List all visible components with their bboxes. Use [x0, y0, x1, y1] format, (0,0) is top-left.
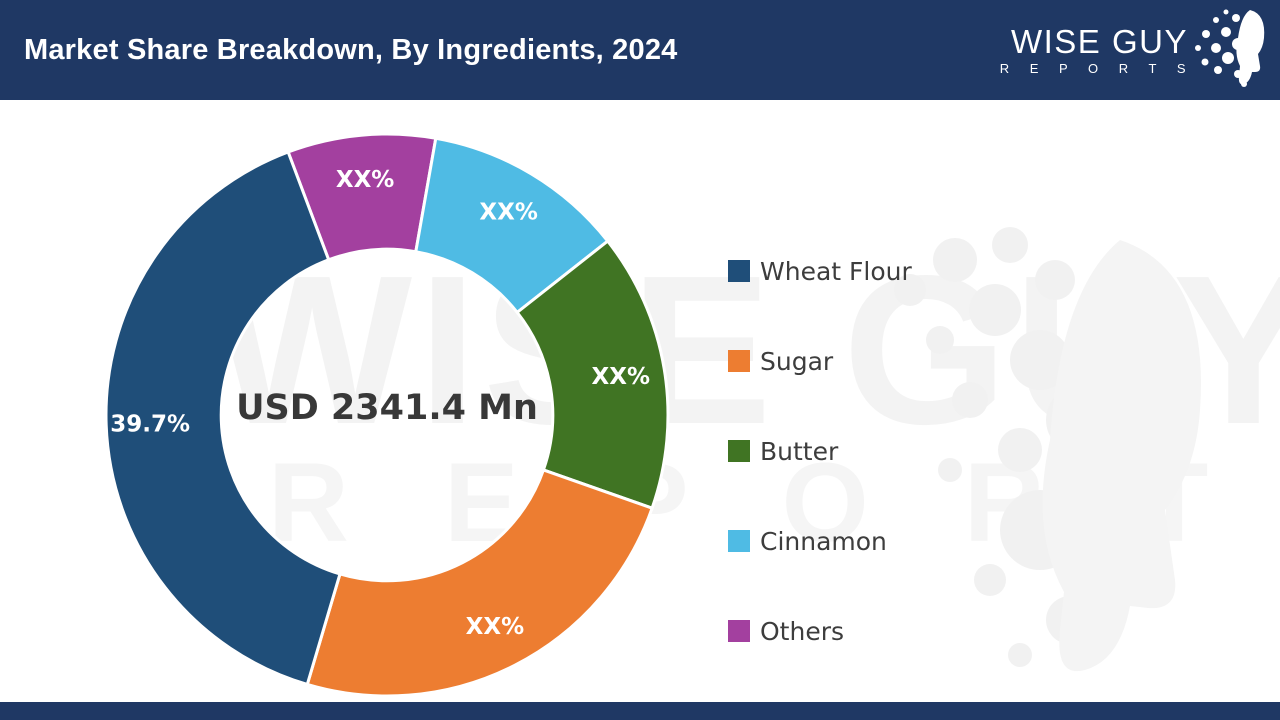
legend-label: Wheat Flour	[760, 256, 912, 286]
legend-label: Sugar	[760, 346, 834, 376]
slice-label: XX%	[479, 200, 538, 226]
legend-swatch	[728, 350, 750, 372]
slice-label: XX%	[592, 364, 651, 390]
legend-swatch	[728, 440, 750, 462]
watermark-face-dots	[880, 200, 1210, 684]
legend-label: Butter	[760, 436, 839, 466]
chart-legend: Wheat Flour Sugar Butter Cinnamon Others	[728, 254, 912, 648]
footer-bar	[0, 702, 1280, 720]
legend-label: Others	[760, 616, 845, 646]
legend-item-wheat-flour: Wheat Flour	[728, 254, 912, 288]
legend-item-others: Others	[728, 614, 912, 648]
donut-slice-wheat-flour	[104, 150, 342, 687]
donut-slice-sugar	[305, 468, 655, 698]
chart-center-value: USD 2341.4 Mn	[236, 388, 538, 428]
donut-slice-butter	[515, 238, 670, 511]
slice-label: XX%	[336, 167, 395, 193]
header-bar: Market Share Breakdown, By Ingredients, …	[0, 0, 1280, 100]
legend-item-butter: Butter	[728, 434, 912, 468]
slice-label: 39.7%	[110, 412, 190, 438]
logo-face-icon	[1192, 4, 1266, 96]
legend-swatch	[728, 620, 750, 642]
chart-area: WISE GUY R E P O R T S XX%XX%XX%XX%39.7%…	[0, 100, 1280, 702]
legend-item-sugar: Sugar	[728, 344, 912, 378]
donut-chart: XX% XX% XX% XX% 39.7%	[104, 132, 670, 698]
logo-subtitle: R E P O R T S	[999, 61, 1194, 76]
slice-label: XX%	[466, 614, 525, 640]
brand-logo: WISE GUY R E P O R T S	[1000, 4, 1266, 96]
legend-label: Cinnamon	[760, 526, 887, 556]
legend-item-cinnamon: Cinnamon	[728, 524, 912, 558]
legend-swatch	[728, 530, 750, 552]
legend-swatch	[728, 260, 750, 282]
logo-wordmark: WISE GUY	[1010, 23, 1188, 60]
page-title: Market Share Breakdown, By Ingredients, …	[24, 33, 678, 66]
